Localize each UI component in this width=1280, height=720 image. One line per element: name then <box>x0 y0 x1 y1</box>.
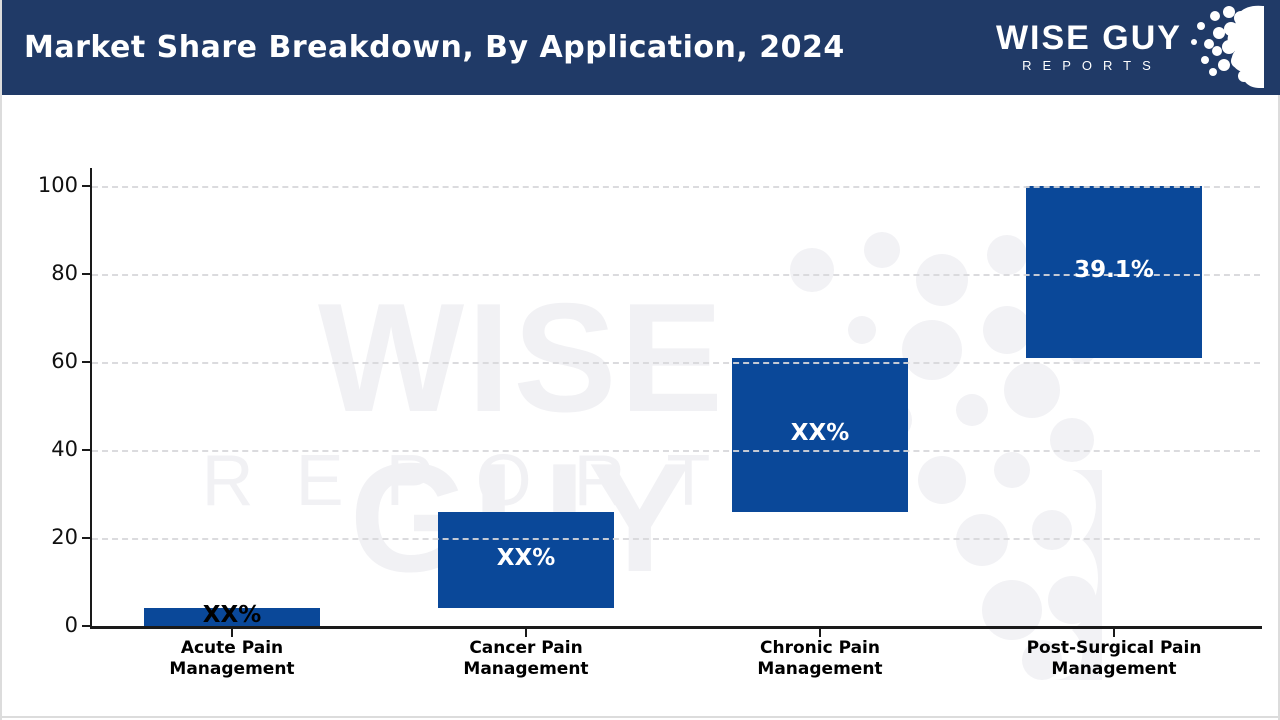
y-tick-label: 0 <box>64 613 78 637</box>
x-axis-label-line: Management <box>463 659 589 679</box>
bar-value-label: 39.1% <box>1074 257 1154 284</box>
y-tick-label: 80 <box>51 261 78 285</box>
x-tick-mark <box>231 629 233 637</box>
y-tick-mark-60 <box>82 361 90 363</box>
y-tick-label: 60 <box>51 349 78 373</box>
y-tick-mark-40 <box>82 449 90 451</box>
x-axis-label-acute-pain-management: Acute Pain Management <box>112 638 352 680</box>
x-axis-label-cancer-pain-management: Cancer Pain Management <box>406 638 646 680</box>
y-axis-line <box>90 168 92 627</box>
bar-value-label: XX% <box>496 545 556 571</box>
gridline-40 <box>92 450 1260 452</box>
y-tick-mark-20 <box>82 537 90 539</box>
x-axis-line <box>90 626 1262 629</box>
x-axis-label-line: Management <box>757 659 883 679</box>
y-tick-label: 20 <box>51 525 78 549</box>
logo-wordmark: WISE GUY <box>995 19 1182 57</box>
x-axis-label-line: Acute Pain <box>180 638 284 658</box>
x-axis-label-line: Post-Surgical Pain <box>1026 638 1202 658</box>
y-tick-mark-0 <box>82 625 90 627</box>
page-title: Market Share Breakdown, By Application, … <box>24 30 845 65</box>
gridline-100 <box>92 186 1260 188</box>
logo-subtitle: REPORTS <box>1022 58 1162 73</box>
x-tick-mark <box>1113 629 1115 637</box>
x-axis-label-line: Management <box>1051 659 1177 679</box>
x-axis-label-line: Cancer Pain <box>469 638 583 658</box>
x-axis-label-post-surgical-pain-management: Post-Surgical Pain Management <box>994 638 1234 680</box>
x-axis-label-line: Chronic Pain <box>760 638 880 658</box>
wise-guy-reports-logo: WISE GUY REPORTS <box>996 4 1264 92</box>
logo-text: WISE GUY REPORTS <box>996 21 1182 74</box>
gridline-20 <box>92 538 1260 540</box>
y-tick-mark-100 <box>82 185 90 187</box>
y-tick-label: 100 <box>37 173 78 197</box>
y-tick-label: 40 <box>51 437 78 461</box>
bar-value-label: XX% <box>202 601 262 628</box>
bar-acute-pain-management <box>144 607 320 626</box>
x-tick-mark <box>819 629 821 637</box>
bar-cancer-pain-management <box>438 512 614 608</box>
x-axis-label-chronic-pain-management: Chronic Pain Management <box>700 638 940 680</box>
header-bar: Market Share Breakdown, By Application, … <box>2 0 1280 95</box>
bar-value-label: XX% <box>790 420 850 447</box>
gridline-80 <box>92 274 1260 276</box>
bar-post-surgical-pain-management <box>1026 186 1202 359</box>
x-tick-mark <box>525 629 527 637</box>
gridline-60 <box>92 362 1260 364</box>
y-tick-mark-80 <box>82 273 90 275</box>
x-axis-label-line: Management <box>169 659 295 679</box>
dotted-face-icon <box>1186 4 1264 92</box>
